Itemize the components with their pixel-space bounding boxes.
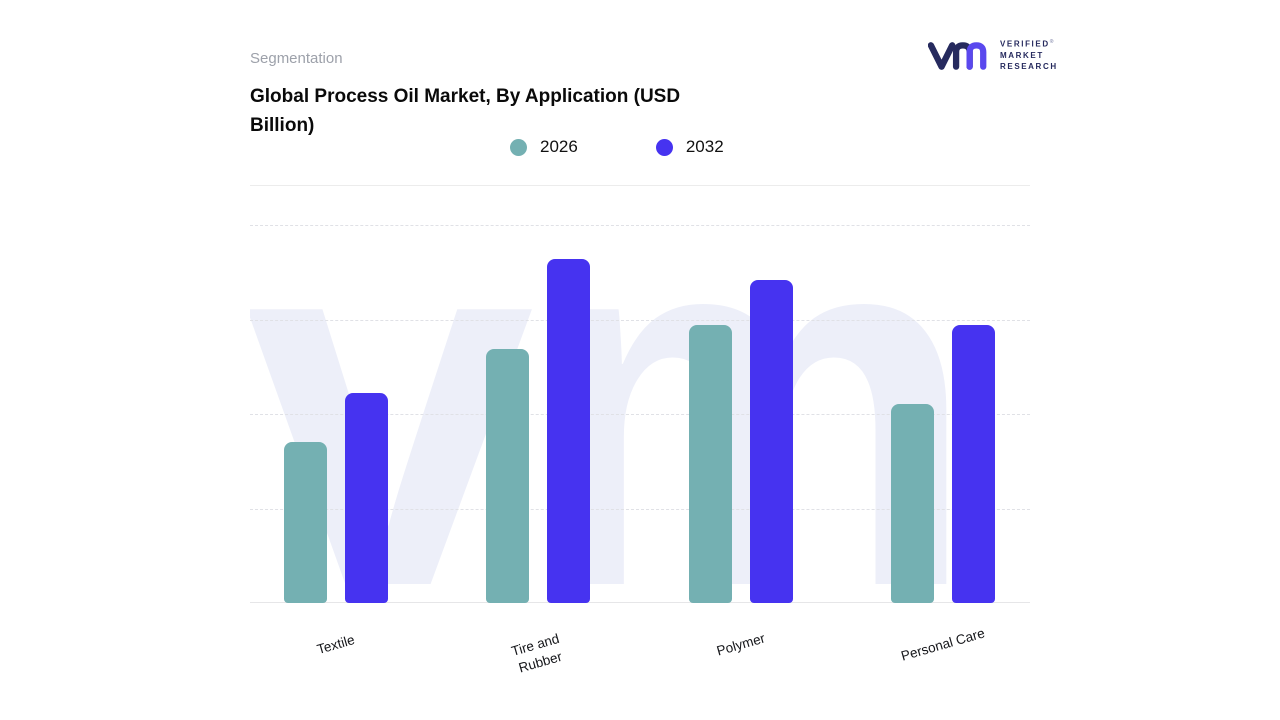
legend-item-2026[interactable]: 2026 — [510, 137, 578, 157]
bar-tire-and-rubber-2026 — [485, 348, 529, 603]
bar-personal-care-2026 — [890, 403, 934, 603]
registered-mark: ® — [1049, 39, 1054, 46]
x-axis-labels: Textile Tire and Rubber Polymer Personal Ca… — [250, 618, 1030, 708]
x-axis-label-tire-and-rubber: Tire and Rubber — [509, 630, 564, 676]
chart-title: Global Process Oil Market, By Applicatio… — [250, 86, 681, 137]
header-divider — [250, 185, 1030, 186]
legend-label-2032: 2032 — [685, 137, 724, 156]
bar-polymer-2026 — [689, 324, 733, 603]
bar-group-polymer — [689, 225, 794, 603]
gridline — [250, 225, 1030, 226]
x-axis-label-personal-care: Personal Care — [898, 625, 986, 664]
vmr-logo-text: VERIFIED® MARKET RESEARCH — [1000, 39, 1058, 71]
bar-tire-and-rubber-2032 — [546, 259, 590, 603]
legend-item-2032[interactable]: 2032 — [655, 137, 724, 157]
gridline — [250, 414, 1030, 415]
bar-textile-2026 — [283, 441, 327, 603]
bar-group-textile — [283, 225, 388, 603]
legend-label-2026: 2026 — [540, 137, 578, 156]
vm-monogram-icon — [928, 42, 987, 70]
gridline — [250, 319, 1030, 321]
bar-group-tire-and-rubber — [485, 225, 590, 603]
x-axis-line — [250, 602, 1030, 603]
legend-swatch-2026-icon — [510, 138, 527, 156]
segmentation-label: Segmentation — [250, 50, 343, 67]
bar-group-personal-care — [890, 225, 995, 603]
bar-textile-2032 — [344, 393, 388, 603]
x-axis-label-polymer: Polymer — [715, 630, 768, 659]
bar-chart: vm — [250, 225, 1030, 603]
bar-polymer-2032 — [750, 279, 794, 603]
legend-swatch-2032-icon — [655, 138, 673, 156]
bar-personal-care-2032 — [951, 324, 995, 603]
chart-legend: 2026 2032 — [510, 137, 724, 157]
x-axis-label-textile: Textile — [315, 632, 357, 658]
gridline — [250, 508, 1030, 510]
vmr-logo: VERIFIED® MARKET RESEARCH — [928, 38, 1058, 74]
